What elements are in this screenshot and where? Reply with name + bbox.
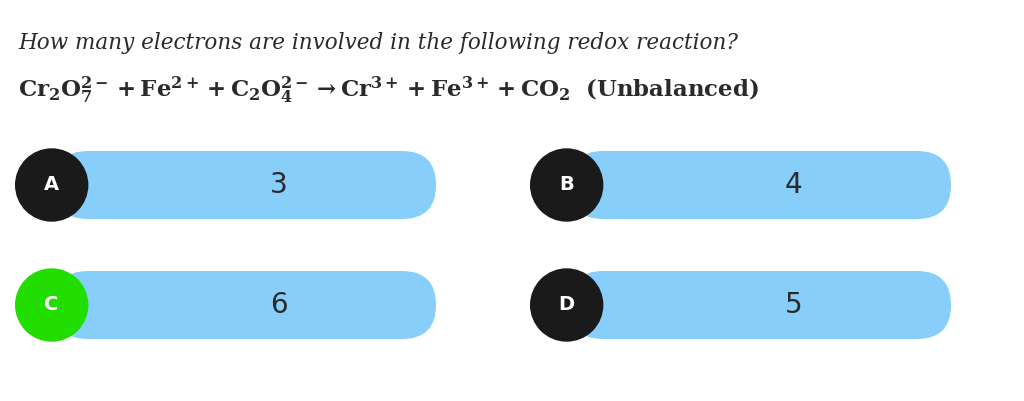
Text: C: C — [44, 296, 58, 314]
Circle shape — [530, 269, 603, 341]
FancyBboxPatch shape — [569, 151, 951, 219]
FancyBboxPatch shape — [569, 271, 951, 339]
Text: A: A — [44, 176, 59, 194]
Circle shape — [530, 149, 603, 221]
Circle shape — [15, 149, 88, 221]
Text: 4: 4 — [785, 171, 803, 199]
Text: $\mathregular{Cr_2O_7^{2-}+Fe^{2+}+C_2O_4^{2-}\rightarrow Cr^{3+}+Fe^{3+}+CO_2}$: $\mathregular{Cr_2O_7^{2-}+Fe^{2+}+C_2O_… — [18, 75, 759, 106]
Circle shape — [15, 269, 88, 341]
Text: 5: 5 — [785, 291, 803, 319]
FancyBboxPatch shape — [54, 151, 436, 219]
Text: D: D — [559, 296, 574, 314]
FancyBboxPatch shape — [54, 271, 436, 339]
Text: 6: 6 — [270, 291, 288, 319]
Text: 3: 3 — [270, 171, 288, 199]
Text: B: B — [559, 176, 574, 194]
Text: How many electrons are involved in the following redox reaction?: How many electrons are involved in the f… — [18, 32, 738, 54]
